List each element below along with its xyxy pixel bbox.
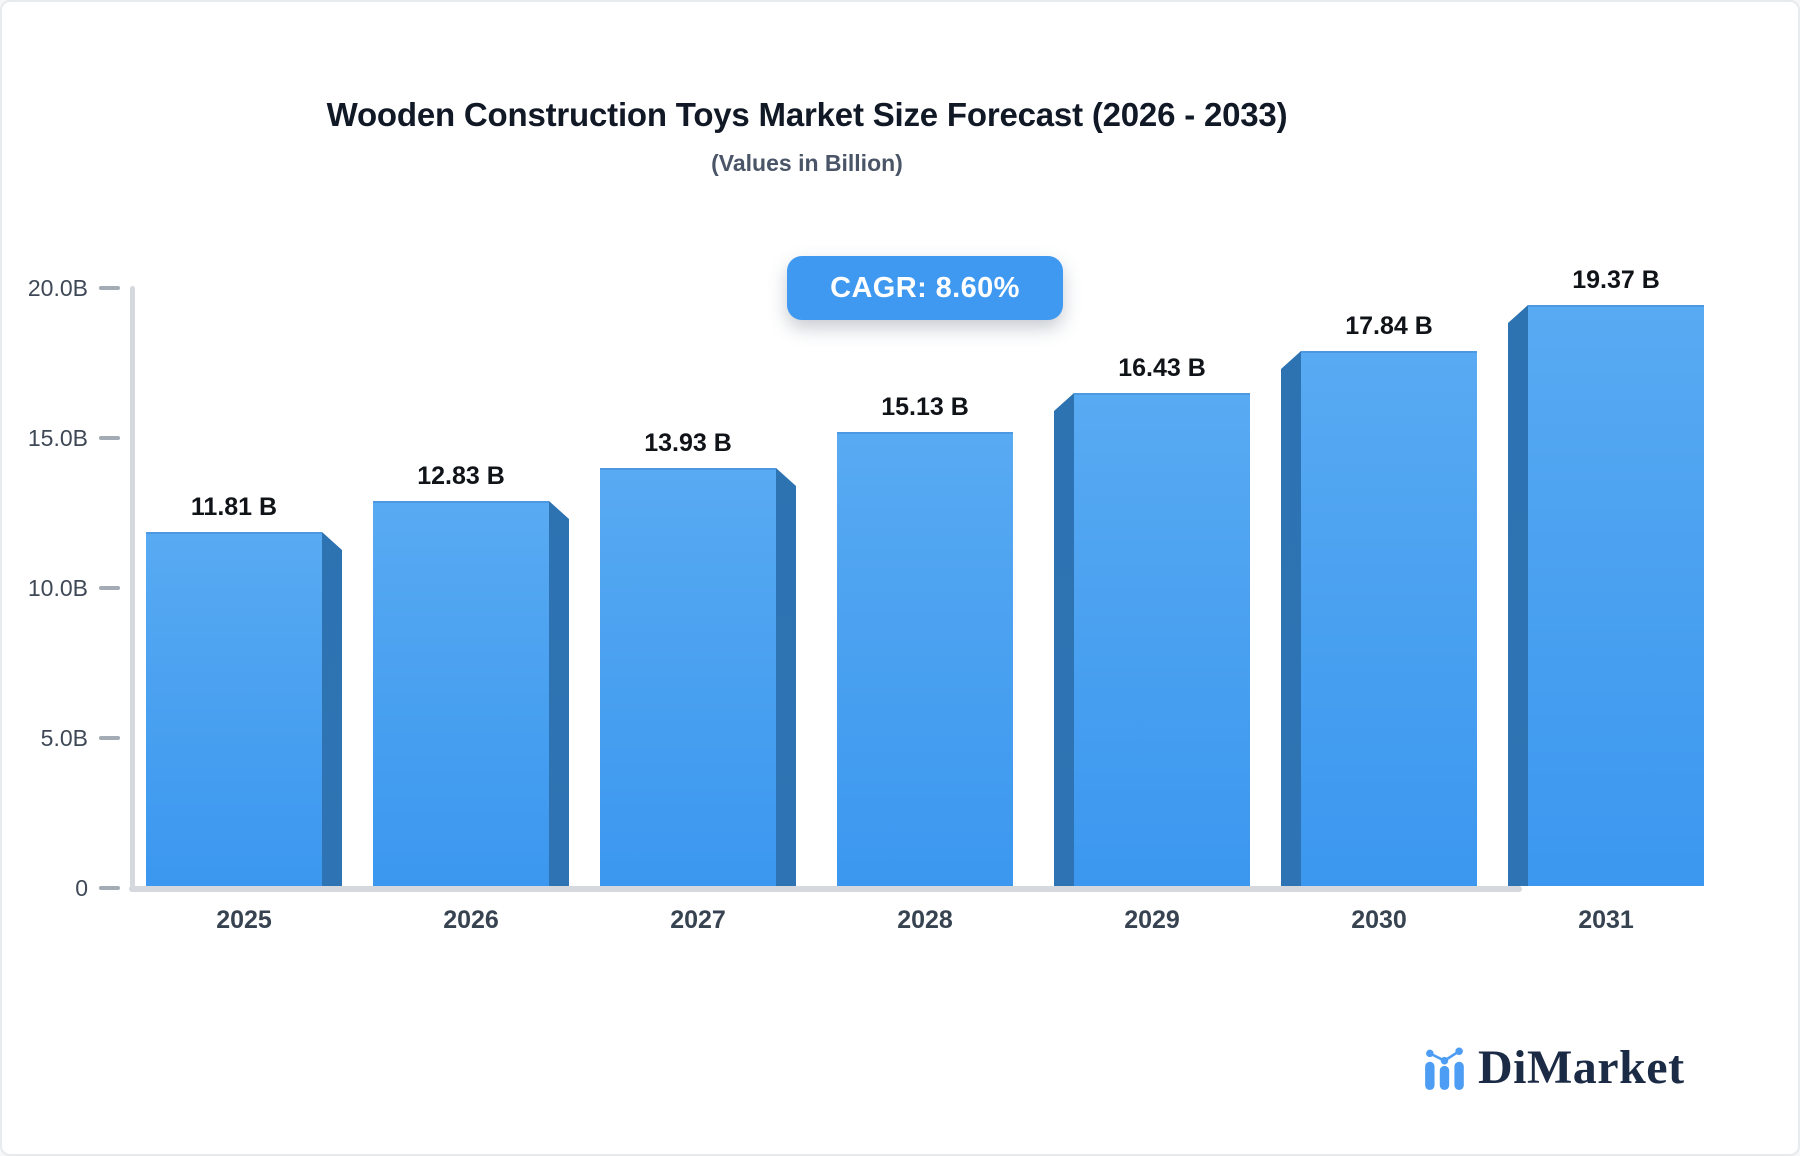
- bar-2026: 12.83 B: [361, 462, 581, 886]
- bar-side-face: [1054, 393, 1074, 886]
- bar-face: [146, 532, 322, 886]
- bar-value-label: 19.37 B: [1572, 266, 1660, 294]
- x-axis-label: 2026: [443, 906, 499, 934]
- y-axis-tick-label: 5.0B: [40, 725, 88, 751]
- bar-chart-logo-icon: [1425, 1047, 1464, 1090]
- x-axis-label: 2031: [1578, 906, 1634, 934]
- cagr-badge: CAGR: 8.60%: [787, 256, 1063, 320]
- y-axis-tick-mark: [99, 286, 120, 290]
- x-axis-label: 2029: [1124, 906, 1180, 934]
- chart-subtitle: (Values in Billion): [711, 150, 903, 176]
- x-axis-line: [129, 886, 1522, 892]
- y-axis-tick-label: 15.0B: [27, 425, 88, 451]
- bar-2029: 16.43 B: [1042, 354, 1262, 886]
- bar-face: [373, 501, 549, 886]
- bar-side-face: [549, 501, 569, 886]
- bar-2025: 11.81 B: [134, 493, 354, 886]
- bar-value-label: 11.81 B: [190, 493, 278, 521]
- y-axis-tick-mark: [99, 436, 120, 440]
- logo-text: DiMarket: [1478, 1041, 1685, 1094]
- y-axis-tick-mark: [99, 736, 120, 740]
- bar-2031: 19.37 B: [1496, 266, 1716, 886]
- x-axis-label: 2030: [1351, 906, 1407, 934]
- bar-face: [837, 432, 1013, 886]
- bar-face: [1074, 393, 1250, 886]
- y-axis-tick-mark: [99, 586, 120, 590]
- bar-side-face: [1508, 305, 1528, 886]
- y-axis-tick-label: 20.0B: [27, 275, 88, 301]
- bar-face: [600, 468, 776, 886]
- bar-value-label: 16.43 B: [1118, 354, 1206, 382]
- chart-title: Wooden Construction Toys Market Size For…: [326, 96, 1288, 133]
- bar-value-label: 12.83 B: [417, 462, 505, 490]
- y-axis-tick-label: 0: [75, 875, 88, 901]
- bar-value-label: 15.13 B: [881, 393, 969, 421]
- bar-value-label: 13.93 B: [644, 429, 732, 457]
- bar-side-face: [322, 532, 342, 886]
- dimarket-logo: DiMarket: [1422, 1041, 1685, 1094]
- bar-face: [1301, 351, 1477, 886]
- bar-2030: 17.84 B: [1269, 312, 1489, 886]
- bar-value-label: 17.84 B: [1345, 312, 1433, 340]
- bar-2028: 15.13 B: [815, 393, 1035, 886]
- bar-2027: 13.93 B: [588, 429, 808, 886]
- x-axis-label: 2028: [897, 906, 953, 934]
- y-axis-tick-label: 10.0B: [27, 575, 88, 601]
- bar-face: [1528, 305, 1704, 886]
- bar-side-face: [1281, 351, 1301, 886]
- x-axis-label: 2025: [216, 906, 272, 934]
- y-axis-tick-mark: [99, 886, 120, 890]
- x-axis-label: 2027: [670, 906, 726, 934]
- y-axis-line: [130, 286, 135, 890]
- bar-side-face: [776, 468, 796, 886]
